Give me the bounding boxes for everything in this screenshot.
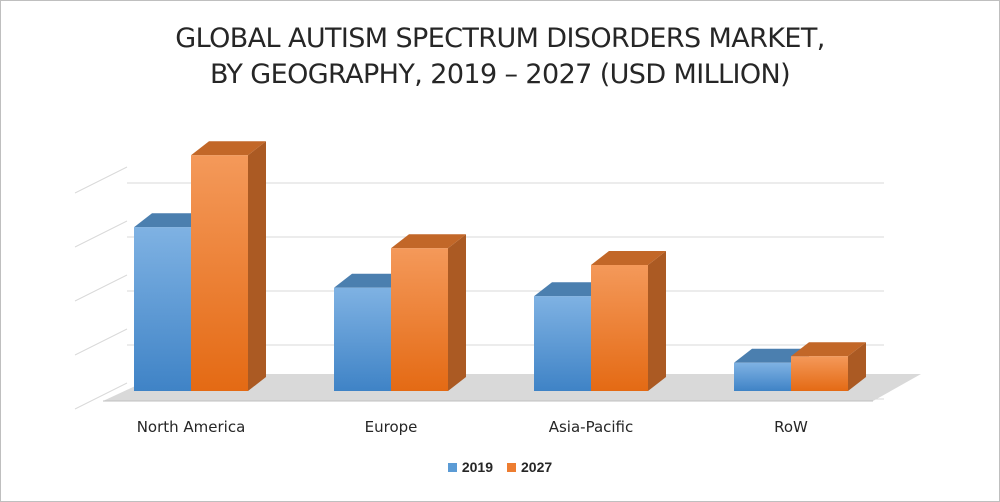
- gridline-side: [74, 274, 128, 302]
- category-label-europe: Europe: [365, 418, 418, 436]
- chart-title-line-2: BY GEOGRAPHY, 2019 – 2027 (USD MILLION): [209, 59, 791, 90]
- legend-label-2027: 2027: [521, 459, 553, 475]
- bar-north-america-2027-side: [248, 141, 266, 391]
- bar-europe-2027-side: [448, 234, 466, 391]
- category-label-row: RoW: [774, 418, 808, 436]
- bar-europe-2027-front: [391, 248, 448, 391]
- bar-row-2027-side: [848, 342, 866, 391]
- bar-europe-2027: [391, 234, 466, 391]
- category-label-north-america: North America: [137, 418, 246, 436]
- bar-europe-2027-top: [391, 234, 466, 249]
- legend-label-2019: 2019: [461, 459, 493, 475]
- legend-item-2027: 2027: [507, 459, 552, 475]
- bar-asia-pacific-2027-top: [591, 251, 666, 265]
- bar-asia-pacific-2019-front: [534, 296, 591, 391]
- floor-plane: [103, 374, 921, 401]
- bar-europe-2019-top: [334, 273, 409, 288]
- bar-north-america-2019-top: [134, 213, 209, 228]
- bar-row-2019-front: [734, 362, 791, 391]
- bar-north-america-2027-top: [191, 141, 266, 156]
- legend-swatch-2019: [447, 462, 457, 472]
- gridline-side: [74, 220, 128, 248]
- bar-row-2027-front: [791, 356, 848, 391]
- category-label-asia-pacific: Asia-Pacific: [549, 418, 634, 436]
- bar-row-2027: [791, 342, 866, 391]
- bar-asia-pacific-2027-front: [591, 265, 648, 391]
- category-labels: North America Europe Asia-Pacific RoW: [137, 418, 808, 436]
- bar-row-2019-top: [734, 348, 809, 363]
- legend-swatch-2027: [507, 462, 516, 472]
- gridline-side: [74, 382, 128, 410]
- bar-asia-pacific-2019-top: [534, 282, 609, 297]
- bars: [134, 141, 866, 391]
- bar-row-2027-top: [791, 342, 866, 357]
- chart-title: GLOBAL AUTISM SPECTRUM DISORDERS MARKET,…: [1, 21, 999, 93]
- gridline-side: [74, 166, 128, 194]
- chart-floor: [103, 374, 921, 402]
- bar-row-2019: [734, 348, 809, 391]
- legend-item-2019: 2019: [447, 459, 493, 475]
- bar-north-america-2019-front: [134, 227, 191, 391]
- legend: 2019 2027: [1, 459, 999, 475]
- gridline-side: [74, 328, 128, 356]
- bar-europe-2019-front: [334, 287, 391, 391]
- bar-north-america-2027: [191, 141, 266, 391]
- bar-asia-pacific-2027-side: [648, 251, 666, 391]
- bar-asia-pacific-2027: [591, 251, 666, 391]
- bar-north-america-2027-front: [191, 155, 248, 391]
- chart-title-line-1: GLOBAL AUTISM SPECTRUM DISORDERS MARKET,: [175, 23, 825, 54]
